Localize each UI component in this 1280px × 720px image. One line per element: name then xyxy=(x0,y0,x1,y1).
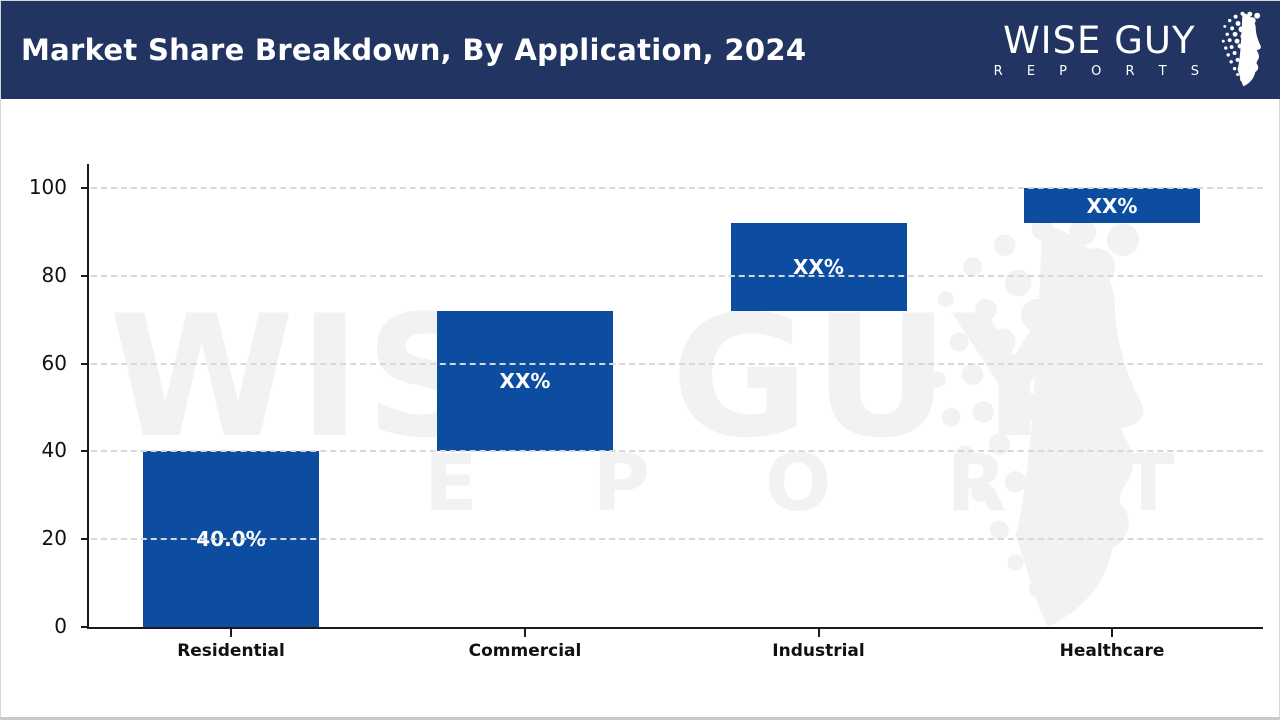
x-axis-line xyxy=(87,627,1263,629)
bar-value-label: XX% xyxy=(1086,193,1138,218)
x-tick-commercial xyxy=(524,629,526,637)
x-category-label: Commercial xyxy=(468,641,582,661)
y-tick-label: 40 xyxy=(41,438,67,463)
bar-industrial: XX% xyxy=(730,223,907,311)
y-tick-0 xyxy=(81,626,89,628)
bar-healthcare: XX% xyxy=(1024,188,1200,224)
logo-text: WISE GUY R E P O R T S xyxy=(990,22,1209,78)
y-tick-100 xyxy=(81,187,89,189)
gridline-40 xyxy=(91,450,1263,453)
bar-commercial: XX% xyxy=(437,310,613,452)
gridline-80 xyxy=(91,274,1263,277)
y-tick-60 xyxy=(81,362,89,365)
gridline-20 xyxy=(91,538,1263,541)
logo-brand-subtitle: R E P O R T S xyxy=(993,64,1209,79)
y-tick-label: 80 xyxy=(41,262,67,287)
x-tick-residential xyxy=(230,629,232,637)
y-tick-label: 60 xyxy=(41,350,67,375)
y-tick-40 xyxy=(81,450,89,453)
gridline-100 xyxy=(91,187,1263,189)
gridline-60 xyxy=(91,362,1263,365)
x-category-label: Industrial xyxy=(772,641,865,661)
page-title: Market Share Breakdown, By Application, … xyxy=(21,33,807,67)
wise-guy-reports-logo: WISE GUY R E P O R T S xyxy=(990,10,1267,90)
bar-value-label: XX% xyxy=(499,369,551,394)
dotted-face-logo-icon xyxy=(1221,11,1261,87)
x-tick-industrial xyxy=(817,629,820,637)
y-tick-20 xyxy=(81,538,89,541)
y-tick-80 xyxy=(81,274,89,277)
x-category-label: Residential xyxy=(177,641,285,661)
header-bar: Market Share Breakdown, By Application, … xyxy=(1,1,1280,99)
watermark-dotted-face xyxy=(929,218,1144,627)
logo-brand-name: WISE GUY xyxy=(1003,19,1196,62)
y-tick-label: 100 xyxy=(28,175,67,199)
x-category-label: Healthcare xyxy=(1059,641,1165,661)
y-tick-label: 0 xyxy=(54,614,67,638)
y-axis-line xyxy=(87,164,89,629)
y-tick-label: 20 xyxy=(41,526,67,551)
x-tick-healthcare xyxy=(1111,629,1113,637)
